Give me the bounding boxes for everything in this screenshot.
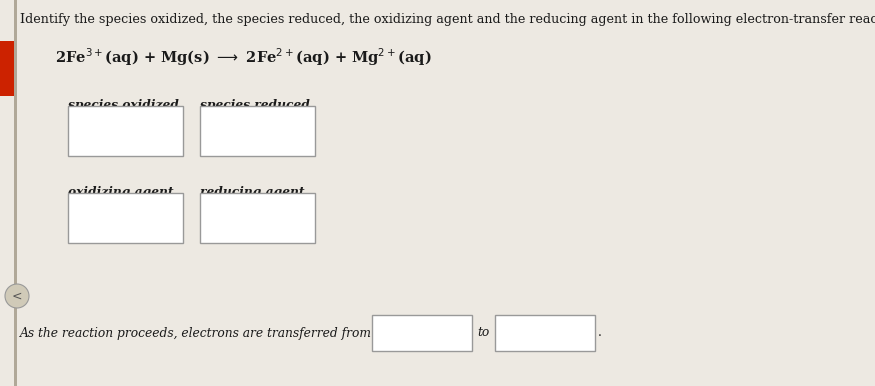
Bar	[68, 106, 183, 156]
Text: As the reaction proceeds, electrons are transferred from: As the reaction proceeds, electrons are …	[20, 327, 372, 340]
Bar	[0, 41, 14, 96]
Text: oxidizing agent: oxidizing agent	[68, 186, 173, 199]
Text: species oxidized: species oxidized	[68, 99, 178, 112]
Text: Identify the species oxidized, the species reduced, the oxidizing agent and the : Identify the species oxidized, the speci…	[20, 13, 875, 26]
Text: .: .	[598, 327, 602, 340]
Bar	[372, 315, 472, 351]
Text: to: to	[477, 327, 489, 340]
Text: 2Fe$^{3+}$(aq) + Mg(s) $\longrightarrow$ 2Fe$^{2+}$(aq) + Mg$^{2+}$(aq): 2Fe$^{3+}$(aq) + Mg(s) $\longrightarrow$…	[55, 46, 431, 68]
Text: <: <	[11, 290, 22, 303]
Circle shape	[5, 284, 29, 308]
Text: reducing agent: reducing agent	[200, 186, 304, 199]
Bar	[200, 193, 315, 243]
Text: species reduced: species reduced	[200, 99, 310, 112]
Bar	[495, 315, 595, 351]
Bar	[200, 106, 315, 156]
Bar	[68, 193, 183, 243]
Bar	[14, 0, 17, 386]
